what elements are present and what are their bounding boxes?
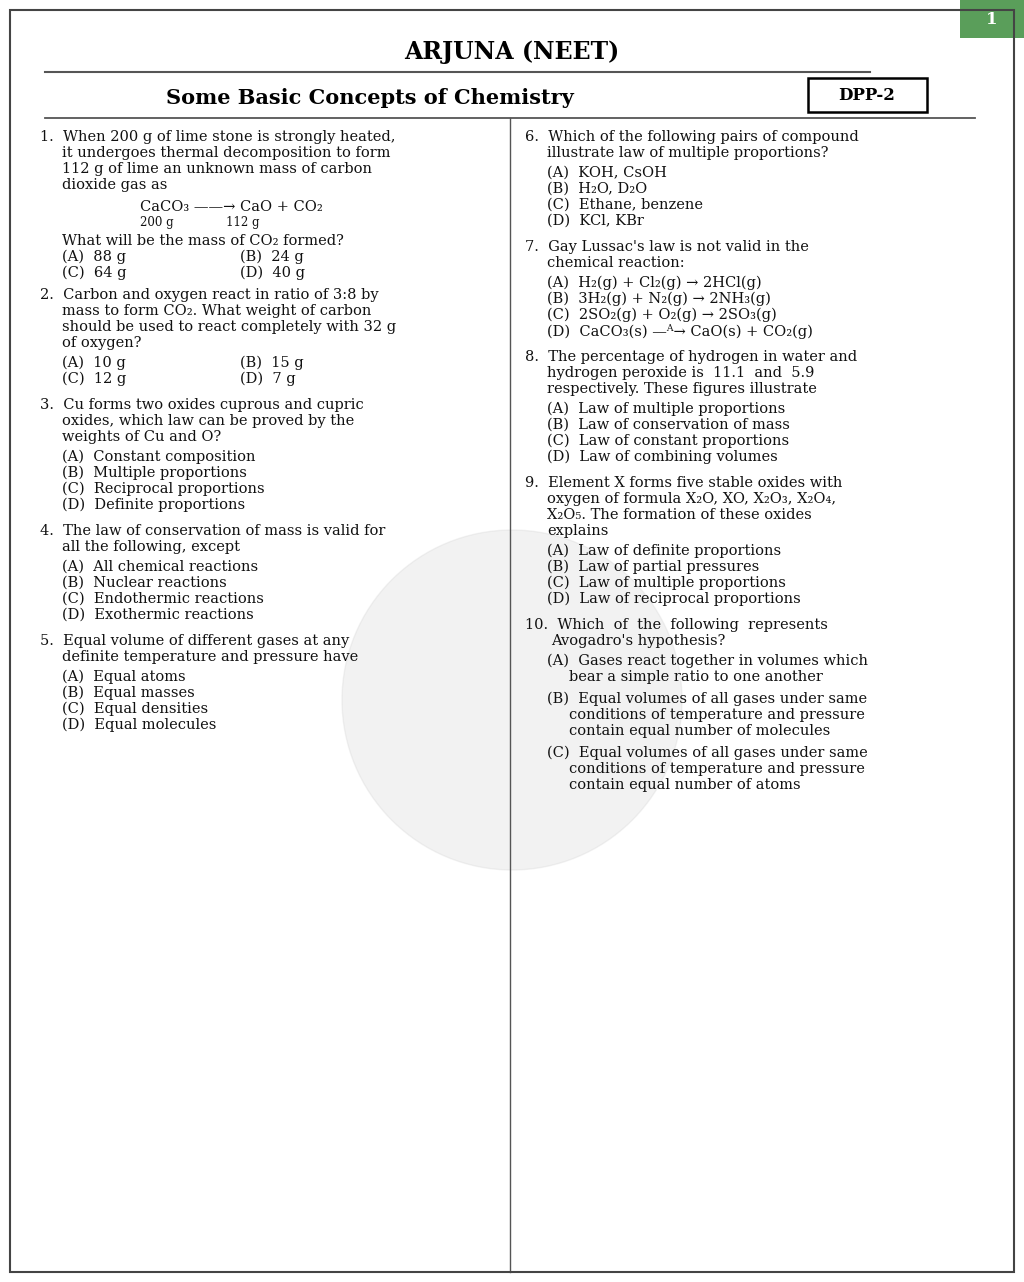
- Text: explains: explains: [547, 524, 608, 538]
- Text: (B)  15 g: (B) 15 g: [240, 356, 304, 370]
- Text: contain equal number of molecules: contain equal number of molecules: [569, 724, 830, 738]
- Text: 3.  Cu forms two oxides cuprous and cupric: 3. Cu forms two oxides cuprous and cupri…: [40, 397, 364, 412]
- Text: (D)  40 g: (D) 40 g: [240, 265, 305, 281]
- Text: (C)  64 g: (C) 64 g: [62, 265, 127, 281]
- Text: 200 g              112 g: 200 g 112 g: [140, 215, 259, 229]
- Text: 9.  Element X forms five stable oxides with: 9. Element X forms five stable oxides wi…: [525, 476, 843, 490]
- Text: respectively. These figures illustrate: respectively. These figures illustrate: [547, 382, 817, 396]
- Text: 7.  Gay Lussac's law is not valid in the: 7. Gay Lussac's law is not valid in the: [525, 240, 809, 254]
- Text: (C)  Equal volumes of all gases under same: (C) Equal volumes of all gases under sam…: [547, 746, 867, 760]
- Text: (D)  KCl, KBr: (D) KCl, KBr: [547, 214, 644, 228]
- Text: mass to form CO₂. What weight of carbon: mass to form CO₂. What weight of carbon: [62, 304, 372, 318]
- Text: (C)  Reciprocal proportions: (C) Reciprocal proportions: [62, 482, 264, 496]
- Text: What will be the mass of CO₂ formed?: What will be the mass of CO₂ formed?: [62, 235, 344, 247]
- Text: should be used to react completely with 32 g: should be used to react completely with …: [62, 320, 396, 335]
- Text: (A)  Gases react together in volumes which: (A) Gases react together in volumes whic…: [547, 654, 868, 668]
- Text: definite temperature and pressure have: definite temperature and pressure have: [62, 650, 358, 664]
- Text: (B)  Nuclear reactions: (B) Nuclear reactions: [62, 576, 226, 590]
- Text: (A)  Law of multiple proportions: (A) Law of multiple proportions: [547, 403, 785, 417]
- Text: oxygen of formula X₂O, XO, X₂O₃, X₂O₄,: oxygen of formula X₂O, XO, X₂O₃, X₂O₄,: [547, 492, 837, 506]
- Text: (A)  Constant composition: (A) Constant composition: [62, 450, 256, 464]
- Text: hydrogen peroxide is  11.1  and  5.9: hydrogen peroxide is 11.1 and 5.9: [547, 365, 814, 379]
- Text: (D)  Law of reciprocal proportions: (D) Law of reciprocal proportions: [547, 592, 801, 606]
- Text: 8.  The percentage of hydrogen in water and: 8. The percentage of hydrogen in water a…: [525, 350, 857, 364]
- Bar: [961, 0, 1024, 38]
- Text: DPP-2: DPP-2: [839, 86, 895, 104]
- Text: 1: 1: [986, 10, 997, 27]
- Text: (A)  H₂(g) + Cl₂(g) → 2HCl(g): (A) H₂(g) + Cl₂(g) → 2HCl(g): [547, 276, 762, 291]
- Text: (D)  Equal molecules: (D) Equal molecules: [62, 718, 216, 732]
- Text: 2.  Carbon and oxygen react in ratio of 3:8 by: 2. Carbon and oxygen react in ratio of 3…: [40, 288, 379, 303]
- Text: (B)  Equal masses: (B) Equal masses: [62, 686, 195, 700]
- Text: (C)  2SO₂(g) + O₂(g) → 2SO₃(g): (C) 2SO₂(g) + O₂(g) → 2SO₃(g): [547, 308, 777, 322]
- Text: (B)  Multiple proportions: (B) Multiple proportions: [62, 465, 247, 481]
- Text: 112 g of lime an unknown mass of carbon: 112 g of lime an unknown mass of carbon: [62, 162, 372, 176]
- Text: (A)  All chemical reactions: (A) All chemical reactions: [62, 560, 258, 574]
- Text: (B)  24 g: (B) 24 g: [240, 250, 304, 264]
- Text: (B)  Equal volumes of all gases under same: (B) Equal volumes of all gases under sam…: [547, 692, 867, 706]
- Text: bear a simple ratio to one another: bear a simple ratio to one another: [569, 670, 823, 685]
- Text: chemical reaction:: chemical reaction:: [547, 256, 685, 271]
- FancyBboxPatch shape: [808, 78, 927, 112]
- Text: (C)  Equal densities: (C) Equal densities: [62, 703, 208, 717]
- Text: 10.  Which  of  the  following  represents: 10. Which of the following represents: [525, 618, 827, 632]
- Text: all the following, except: all the following, except: [62, 540, 240, 554]
- Text: dioxide gas as: dioxide gas as: [62, 178, 167, 192]
- Text: (B)  H₂O, D₂O: (B) H₂O, D₂O: [547, 182, 647, 196]
- Text: (A)  88 g: (A) 88 g: [62, 250, 126, 264]
- Text: (C)  Law of constant proportions: (C) Law of constant proportions: [547, 435, 790, 449]
- Text: (D)  7 g: (D) 7 g: [240, 372, 296, 386]
- Text: weights of Cu and O?: weights of Cu and O?: [62, 429, 221, 444]
- Text: (C)  Law of multiple proportions: (C) Law of multiple proportions: [547, 576, 785, 591]
- Text: of oxygen?: of oxygen?: [62, 336, 141, 350]
- Text: (A)  Law of definite proportions: (A) Law of definite proportions: [547, 544, 781, 559]
- Text: (C)  Endothermic reactions: (C) Endothermic reactions: [62, 592, 264, 606]
- Text: contain equal number of atoms: contain equal number of atoms: [569, 778, 801, 792]
- Text: (B)  3H₂(g) + N₂(g) → 2NH₃(g): (B) 3H₂(g) + N₂(g) → 2NH₃(g): [547, 292, 771, 306]
- Text: 6.  Which of the following pairs of compound: 6. Which of the following pairs of compo…: [525, 129, 859, 144]
- Text: ARJUNA (NEET): ARJUNA (NEET): [404, 40, 620, 64]
- Text: (B)  Law of conservation of mass: (B) Law of conservation of mass: [547, 418, 790, 432]
- Text: (D)  Definite proportions: (D) Definite proportions: [62, 497, 245, 513]
- Text: it undergoes thermal decomposition to form: it undergoes thermal decomposition to fo…: [62, 146, 390, 160]
- Circle shape: [342, 529, 682, 870]
- Text: (A)  Equal atoms: (A) Equal atoms: [62, 670, 185, 685]
- Text: illustrate law of multiple proportions?: illustrate law of multiple proportions?: [547, 146, 828, 160]
- Text: oxides, which law can be proved by the: oxides, which law can be proved by the: [62, 414, 354, 428]
- Text: (C)  Ethane, benzene: (C) Ethane, benzene: [547, 197, 703, 212]
- Text: (B)  Law of partial pressures: (B) Law of partial pressures: [547, 560, 759, 574]
- Text: (A)  10 g: (A) 10 g: [62, 356, 126, 370]
- Text: X₂O₅. The formation of these oxides: X₂O₅. The formation of these oxides: [547, 508, 812, 522]
- Text: 4.  The law of conservation of mass is valid for: 4. The law of conservation of mass is va…: [40, 524, 385, 538]
- Text: (D)  Law of combining volumes: (D) Law of combining volumes: [547, 450, 778, 464]
- Text: 5.  Equal volume of different gases at any: 5. Equal volume of different gases at an…: [40, 635, 349, 647]
- Text: conditions of temperature and pressure: conditions of temperature and pressure: [569, 762, 865, 776]
- Text: CaCO₃ ——→ CaO + CO₂: CaCO₃ ——→ CaO + CO₂: [140, 200, 323, 214]
- Text: conditions of temperature and pressure: conditions of temperature and pressure: [569, 708, 865, 722]
- Text: Avogadro's hypothesis?: Avogadro's hypothesis?: [551, 635, 725, 647]
- Text: (D)  CaCO₃(s) —ᴬ→ CaO(s) + CO₂(g): (D) CaCO₃(s) —ᴬ→ CaO(s) + CO₂(g): [547, 324, 813, 338]
- Text: (A)  KOH, CsOH: (A) KOH, CsOH: [547, 165, 667, 179]
- Text: (C)  12 g: (C) 12 g: [62, 372, 126, 386]
- Text: 1.  When 200 g of lime stone is strongly heated,: 1. When 200 g of lime stone is strongly …: [40, 129, 395, 144]
- Text: Some Basic Concepts of Chemistry: Some Basic Concepts of Chemistry: [166, 88, 573, 108]
- Text: (D)  Exothermic reactions: (D) Exothermic reactions: [62, 608, 254, 622]
